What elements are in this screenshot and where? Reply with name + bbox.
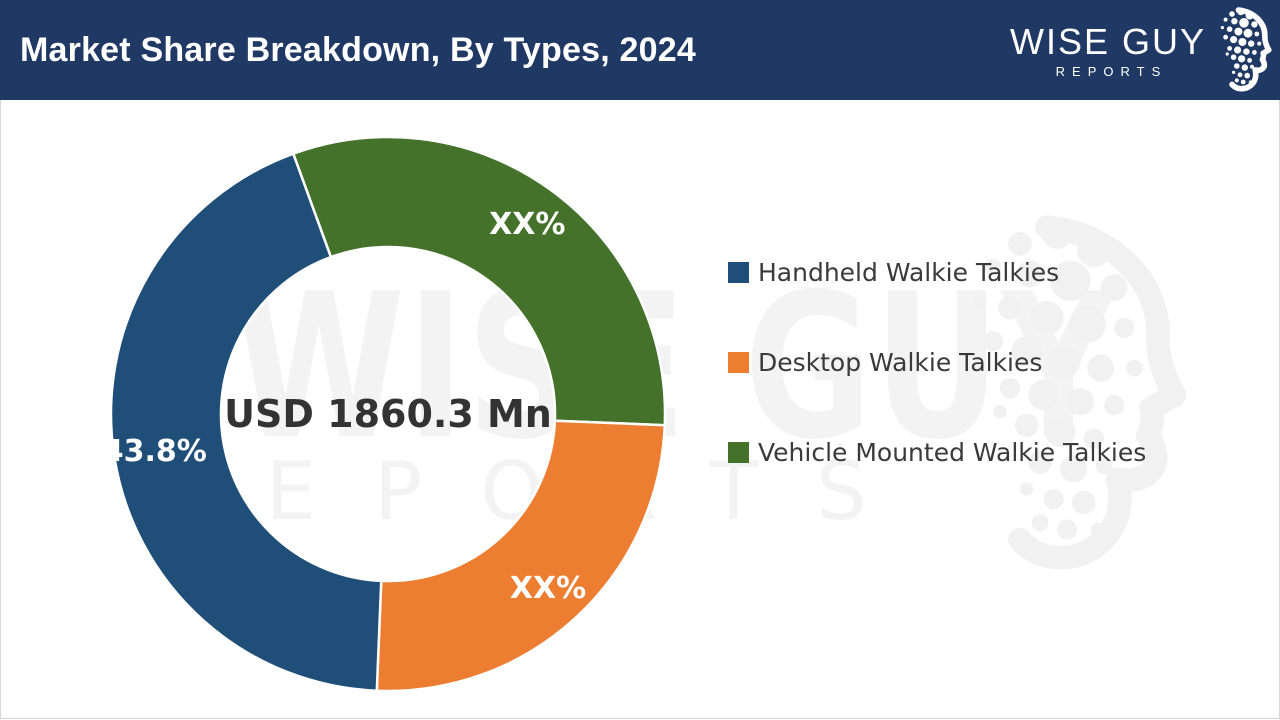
- legend-label: Vehicle Mounted Walkie Talkies: [758, 438, 1147, 467]
- donut-segment-1: [375, 419, 667, 693]
- donut-segment-label-2: 43.8%: [103, 434, 207, 469]
- brand-logo: WISE GUY REPORTS: [1010, 0, 1272, 100]
- donut-segment-2: [109, 152, 383, 693]
- page-title: Market Share Breakdown, By Types, 2024: [20, 30, 696, 69]
- brand-name: WISE GUY: [1009, 21, 1206, 62]
- donut-segment-label-0: XX%: [489, 207, 565, 242]
- donut-segment-label-1: XX%: [510, 571, 586, 606]
- brand-tagline: REPORTS: [1055, 64, 1168, 79]
- brand-text: WISE GUY REPORTS: [1010, 21, 1206, 79]
- header: Market Share Breakdown, By Types, 2024 W…: [0, 0, 1280, 100]
- legend-label: Desktop Walkie Talkies: [758, 348, 1043, 377]
- legend-swatch-vehicle-mounted: [728, 442, 749, 463]
- legend-item-vehicle-mounted: Vehicle Mounted Walkie Talkies: [728, 438, 1146, 467]
- legend-label: Handheld Walkie Talkies: [758, 258, 1060, 287]
- chart-center-value: USD 1860.3 Mn: [224, 392, 552, 436]
- legend-swatch-desktop: [728, 352, 749, 373]
- legend-item-handheld: Handheld Walkie Talkies: [728, 258, 1059, 287]
- legend-swatch-handheld: [728, 262, 749, 283]
- donut-segment-0: [292, 135, 667, 427]
- legend-item-desktop: Desktop Walkie Talkies: [728, 348, 1042, 377]
